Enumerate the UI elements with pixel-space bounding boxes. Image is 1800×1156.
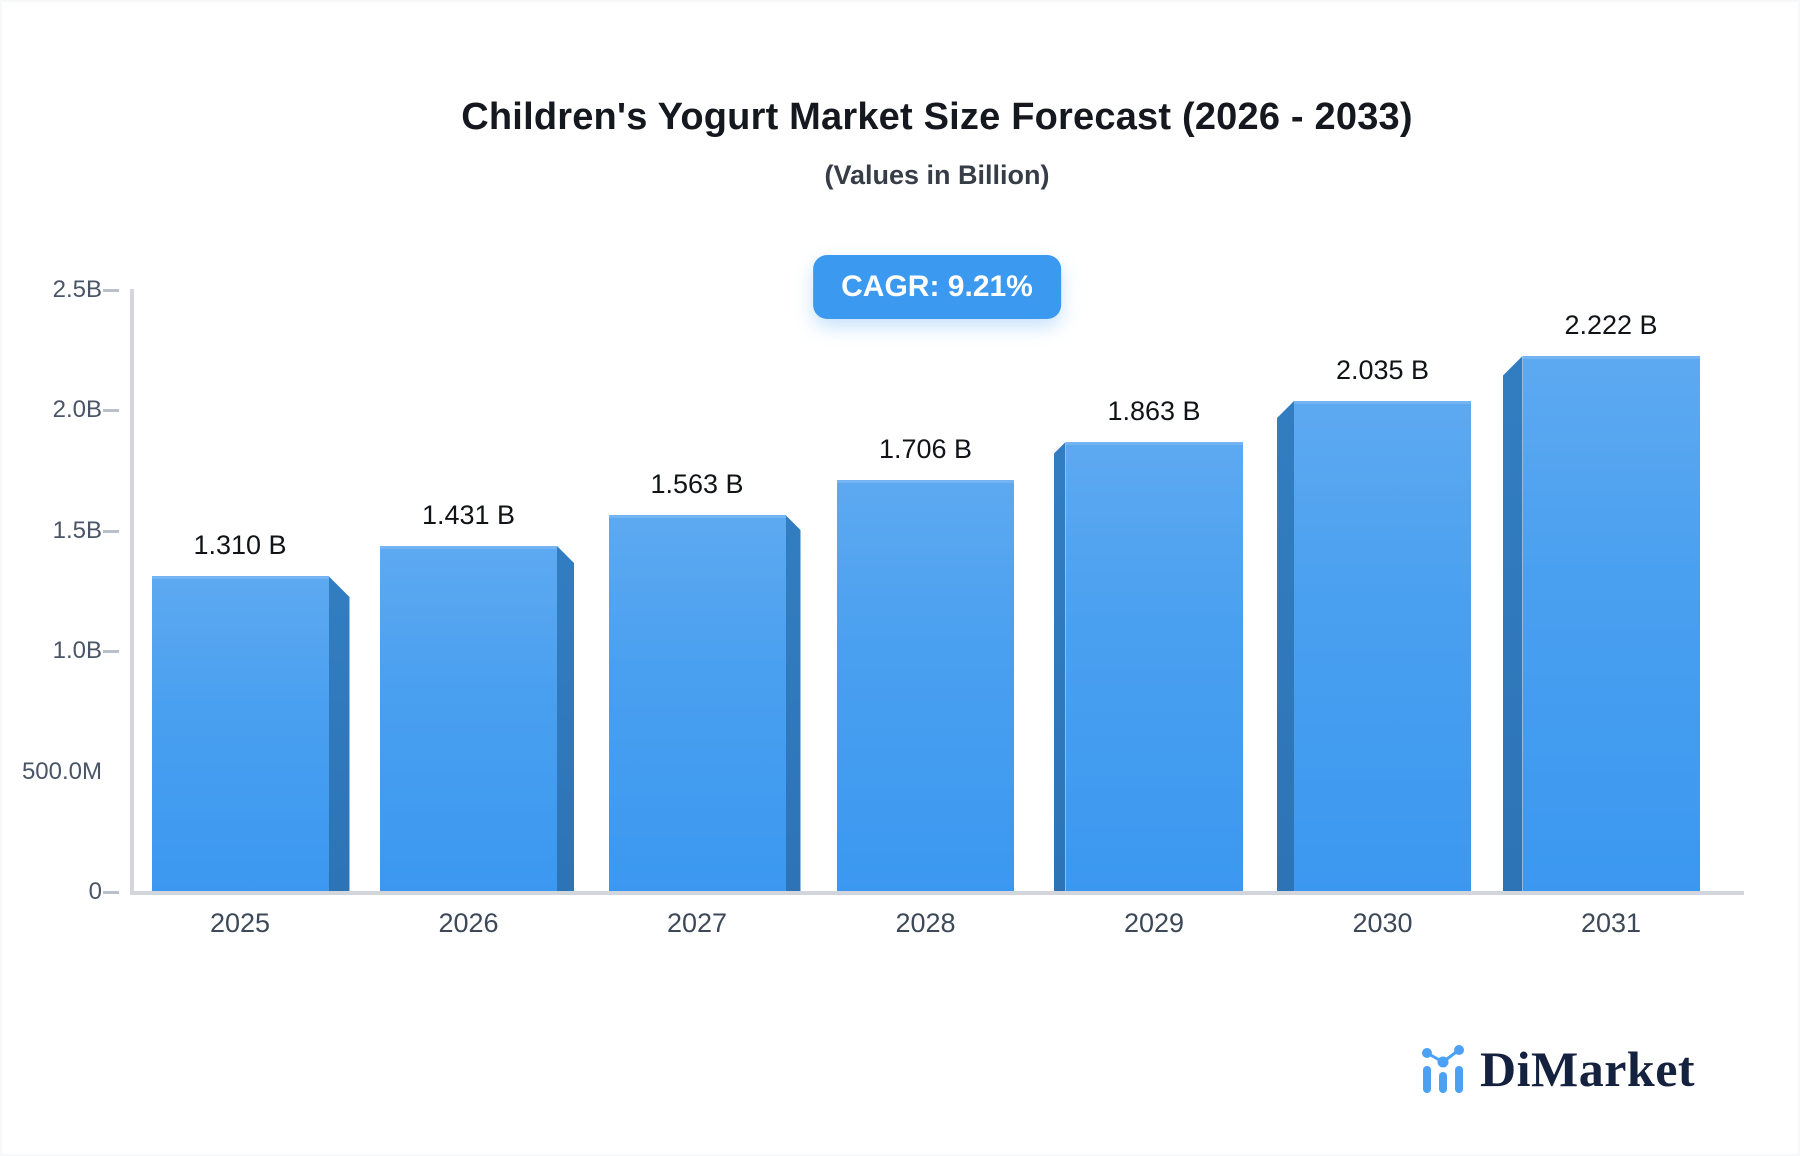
x-axis-label: 2026 bbox=[438, 908, 499, 938]
bar-value-label: 2.222 B bbox=[1564, 310, 1658, 340]
y-tick-dash bbox=[103, 891, 119, 894]
x-axis-label: 2030 bbox=[1352, 908, 1413, 938]
bar-value-label: 1.863 B bbox=[1107, 396, 1201, 426]
bar-side-face bbox=[785, 515, 801, 891]
bar-value-label: 1.563 B bbox=[650, 469, 744, 499]
bar-value-label: 1.431 B bbox=[421, 500, 516, 530]
y-tick-dash bbox=[103, 289, 119, 292]
brand-logo: DiMarket bbox=[1420, 1044, 1695, 1094]
bar-side-face bbox=[328, 576, 350, 891]
y-tick-dash bbox=[103, 409, 119, 413]
y-axis-label: 2.0B bbox=[52, 396, 102, 424]
bar-value-label: 2.035 B bbox=[1335, 355, 1430, 385]
y-axis-line bbox=[130, 289, 134, 895]
cagr-badge: CAGR: 9.21% bbox=[813, 255, 1061, 319]
x-axis-label: 2028 bbox=[895, 908, 956, 938]
bar-side-face bbox=[1053, 442, 1066, 891]
brand-logo-text: DiMarket bbox=[1480, 1041, 1696, 1097]
bar-side-face bbox=[1277, 401, 1294, 891]
y-tick-dash bbox=[103, 529, 119, 533]
y-axis-label: 500.0M bbox=[21, 757, 102, 785]
bar-2030 bbox=[1294, 401, 1471, 891]
x-axis-label: 2027 bbox=[666, 908, 728, 938]
bar-value-label: 1.310 B bbox=[193, 530, 287, 560]
bar-side-face bbox=[557, 546, 574, 891]
bar-chart-logo-icon bbox=[1422, 1045, 1464, 1093]
chart-title: Children's Yogurt Market Size Forecast (… bbox=[461, 96, 1413, 138]
bar-2028 bbox=[837, 480, 1014, 891]
y-axis-label: 1.0B bbox=[52, 637, 102, 665]
bar-2025 bbox=[151, 576, 329, 891]
x-axis-label: 2031 bbox=[1580, 908, 1642, 938]
y-axis-label: 1.5B bbox=[52, 516, 102, 544]
y-axis-label: 0 bbox=[88, 878, 102, 905]
y-axis-label: 2.5B bbox=[52, 276, 102, 303]
bar-2027 bbox=[608, 515, 786, 891]
bar-2031 bbox=[1522, 356, 1700, 891]
chart-subtitle: (Values in Billion) bbox=[824, 160, 1050, 190]
y-tick-dash bbox=[103, 650, 119, 654]
x-axis-baseline bbox=[130, 891, 1744, 895]
bar-side-face bbox=[1502, 356, 1523, 891]
x-axis-label: 2029 bbox=[1123, 908, 1185, 938]
bar-value-label: 1.706 B bbox=[878, 434, 973, 464]
x-axis-label: 2025 bbox=[209, 908, 271, 938]
bar-2026 bbox=[380, 546, 557, 891]
bar-2029 bbox=[1065, 442, 1243, 891]
